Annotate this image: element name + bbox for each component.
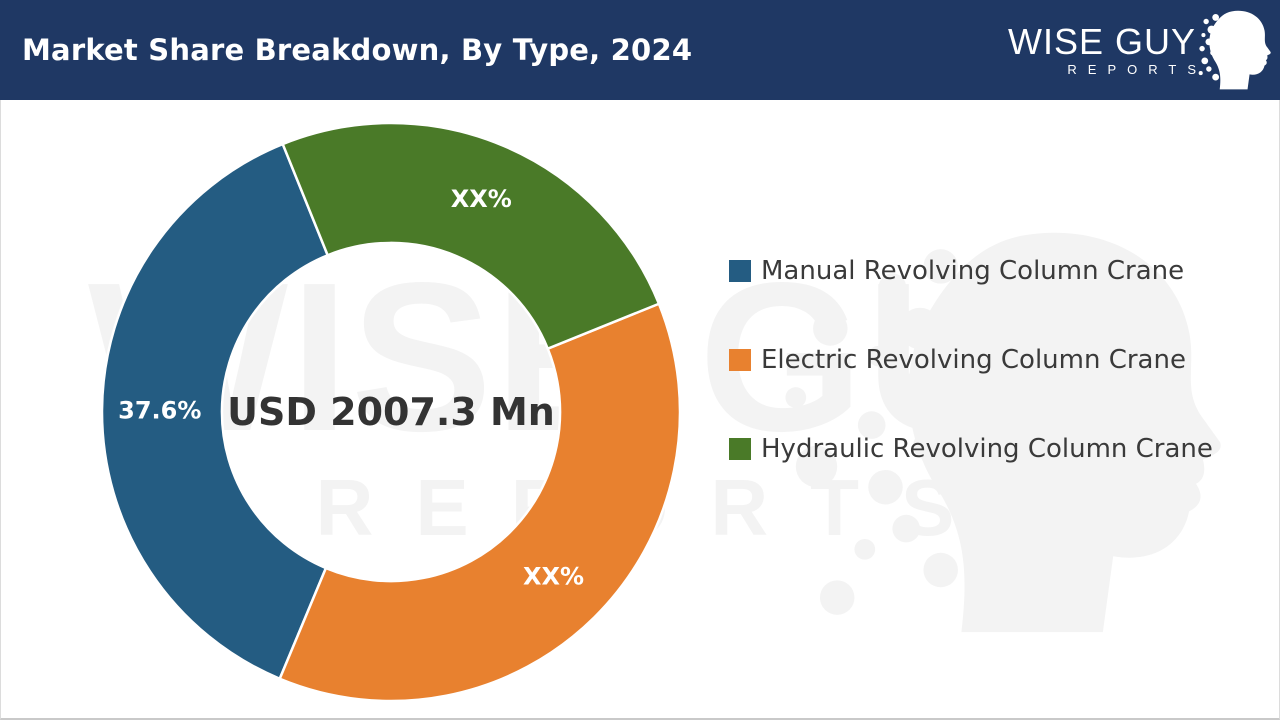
chart-area: WISE GUY REPORTS USD 2007.3 Mn [0,100,1280,720]
legend-swatch-electric [729,349,751,371]
slice-label-hydraulic: XX% [451,185,512,213]
donut-slice-manual [100,142,330,681]
slice-label-electric: XX% [523,562,584,590]
donut-chart: USD 2007.3 Mn XX% XX% 37.6% [100,121,682,703]
legend-label-manual: Manual Revolving Column Crane [761,256,1185,286]
donut-slice-electric [278,302,682,703]
legend-swatch-hydraulic [729,438,751,460]
donut-center-label: USD 2007.3 Mn [227,390,555,434]
header: Market Share Breakdown, By Type, 2024 WI… [0,0,1280,100]
wiseguy-logo: WISE GUY REPORTS [1008,0,1274,100]
legend-item-hydraulic: Hydraulic Revolving Column Crane [729,434,1213,464]
legend-item-electric: Electric Revolving Column Crane [729,345,1213,375]
legend-label-hydraulic: Hydraulic Revolving Column Crane [761,434,1213,464]
legend-label-electric: Electric Revolving Column Crane [761,345,1186,375]
logo-text: WISE GUY REPORTS [1007,20,1196,77]
chart-legend: Manual Revolving Column Crane Electric R… [729,256,1213,464]
logo-subtitle: REPORTS [1067,61,1207,77]
slice-label-manual: 37.6% [118,397,201,425]
donut-slice-hydraulic [281,121,661,351]
legend-item-manual: Manual Revolving Column Crane [729,256,1213,286]
wiseguy-face-icon [1198,10,1271,90]
logo-wordmark: WISE GUY [1007,20,1196,62]
page-title: Market Share Breakdown, By Type, 2024 [22,33,693,67]
legend-swatch-manual [729,260,751,282]
